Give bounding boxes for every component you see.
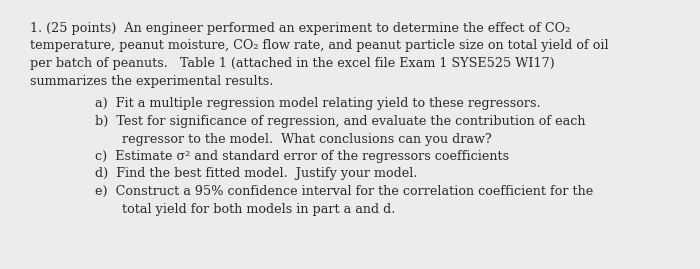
Text: total yield for both models in part a and d.: total yield for both models in part a an… xyxy=(122,203,396,215)
Text: b)  Test for significance of regression, and evaluate the contribution of each: b) Test for significance of regression, … xyxy=(95,115,585,128)
Text: summarizes the experimental results.: summarizes the experimental results. xyxy=(30,75,274,87)
Text: c)  Estimate σ² and standard error of the regressors coefficients: c) Estimate σ² and standard error of the… xyxy=(95,150,509,163)
Text: e)  Construct a 95% confidence interval for the correlation coefficient for the: e) Construct a 95% confidence interval f… xyxy=(95,185,594,198)
Text: per batch of peanuts.   Table 1 (attached in the excel file Exam 1 SYSE525 WI17): per batch of peanuts. Table 1 (attached … xyxy=(30,57,554,70)
Text: a)  Fit a multiple regression model relating yield to these regressors.: a) Fit a multiple regression model relat… xyxy=(95,97,540,111)
Text: temperature, peanut moisture, CO₂ flow rate, and peanut particle size on total y: temperature, peanut moisture, CO₂ flow r… xyxy=(30,40,608,52)
Text: 1. (25 points)  An engineer performed an experiment to determine the effect of C: 1. (25 points) An engineer performed an … xyxy=(30,22,570,35)
Text: d)  Find the best fitted model.  Justify your model.: d) Find the best fitted model. Justify y… xyxy=(95,168,417,180)
Text: regressor to the model.  What conclusions can you draw?: regressor to the model. What conclusions… xyxy=(122,133,491,146)
